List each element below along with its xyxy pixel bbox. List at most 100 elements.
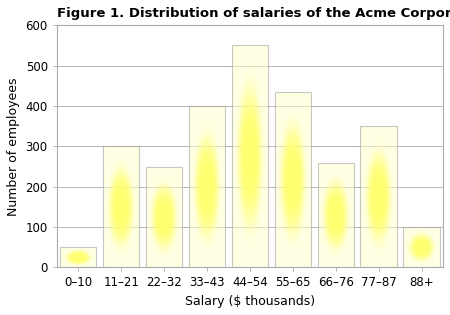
Ellipse shape <box>116 188 127 226</box>
Ellipse shape <box>110 170 132 244</box>
Ellipse shape <box>415 240 428 255</box>
Ellipse shape <box>155 193 173 241</box>
Ellipse shape <box>280 120 305 239</box>
Ellipse shape <box>373 175 384 218</box>
Ellipse shape <box>244 119 256 194</box>
X-axis label: Salary ($ thousands): Salary ($ thousands) <box>185 295 315 308</box>
Ellipse shape <box>324 181 347 249</box>
Ellipse shape <box>199 151 215 222</box>
Ellipse shape <box>366 149 391 245</box>
Ellipse shape <box>369 161 388 233</box>
Ellipse shape <box>158 202 170 232</box>
Bar <box>232 45 268 267</box>
Ellipse shape <box>241 104 259 209</box>
Ellipse shape <box>246 130 254 183</box>
Ellipse shape <box>239 89 261 224</box>
Ellipse shape <box>368 154 390 240</box>
Ellipse shape <box>157 198 171 236</box>
Ellipse shape <box>413 238 430 257</box>
Ellipse shape <box>195 135 219 239</box>
Ellipse shape <box>113 180 129 234</box>
Bar <box>274 92 311 267</box>
Ellipse shape <box>331 201 341 229</box>
Ellipse shape <box>248 141 252 172</box>
Ellipse shape <box>68 252 89 263</box>
Ellipse shape <box>68 252 88 263</box>
Ellipse shape <box>414 239 429 255</box>
Ellipse shape <box>154 190 174 244</box>
Ellipse shape <box>194 132 220 242</box>
Ellipse shape <box>412 236 432 258</box>
Ellipse shape <box>328 192 344 238</box>
Bar <box>360 126 397 267</box>
Ellipse shape <box>240 96 260 217</box>
Ellipse shape <box>410 235 433 260</box>
Ellipse shape <box>71 253 86 261</box>
Ellipse shape <box>371 166 387 228</box>
Ellipse shape <box>330 199 342 231</box>
Ellipse shape <box>119 199 124 215</box>
Ellipse shape <box>328 194 343 236</box>
Ellipse shape <box>282 126 304 233</box>
Bar <box>146 167 182 267</box>
Ellipse shape <box>162 212 166 222</box>
Ellipse shape <box>369 158 389 235</box>
Bar <box>60 247 96 267</box>
Ellipse shape <box>155 191 173 243</box>
Ellipse shape <box>378 194 379 199</box>
Ellipse shape <box>374 178 384 216</box>
Ellipse shape <box>109 166 134 248</box>
Ellipse shape <box>324 179 348 251</box>
Ellipse shape <box>421 247 422 248</box>
Ellipse shape <box>158 200 170 234</box>
Ellipse shape <box>281 123 305 236</box>
Ellipse shape <box>162 210 166 224</box>
Ellipse shape <box>335 213 337 217</box>
Ellipse shape <box>286 147 300 213</box>
Ellipse shape <box>239 92 261 220</box>
Ellipse shape <box>160 205 168 229</box>
Ellipse shape <box>417 242 427 253</box>
Ellipse shape <box>112 178 130 236</box>
Ellipse shape <box>282 129 303 231</box>
Ellipse shape <box>375 182 382 211</box>
Ellipse shape <box>72 254 85 261</box>
Ellipse shape <box>324 183 347 247</box>
Ellipse shape <box>334 211 337 219</box>
Ellipse shape <box>152 183 176 251</box>
Ellipse shape <box>247 138 253 175</box>
Ellipse shape <box>73 255 83 260</box>
Ellipse shape <box>203 170 211 203</box>
Ellipse shape <box>202 168 211 206</box>
Ellipse shape <box>111 172 132 242</box>
Ellipse shape <box>67 251 90 264</box>
Ellipse shape <box>198 148 216 225</box>
Ellipse shape <box>334 210 338 220</box>
Ellipse shape <box>371 168 386 226</box>
Ellipse shape <box>246 134 254 179</box>
Ellipse shape <box>245 126 255 187</box>
Ellipse shape <box>70 253 86 262</box>
Ellipse shape <box>161 209 167 226</box>
Bar <box>403 227 440 267</box>
Text: Figure 1. Distribution of salaries of the Acme Corporation: Figure 1. Distribution of salaries of th… <box>57 7 450 20</box>
Ellipse shape <box>378 192 380 202</box>
Ellipse shape <box>329 197 342 233</box>
Ellipse shape <box>283 132 303 227</box>
Ellipse shape <box>199 154 215 220</box>
Ellipse shape <box>202 162 212 211</box>
Ellipse shape <box>368 156 389 238</box>
Ellipse shape <box>200 157 214 217</box>
Ellipse shape <box>376 185 382 209</box>
Ellipse shape <box>201 159 213 214</box>
Ellipse shape <box>418 243 425 251</box>
Ellipse shape <box>114 182 129 232</box>
Ellipse shape <box>292 177 293 183</box>
Ellipse shape <box>76 256 80 258</box>
Ellipse shape <box>156 195 172 239</box>
Ellipse shape <box>326 188 345 242</box>
Ellipse shape <box>114 184 128 230</box>
Ellipse shape <box>331 203 340 227</box>
Ellipse shape <box>76 256 81 259</box>
Ellipse shape <box>77 257 79 258</box>
